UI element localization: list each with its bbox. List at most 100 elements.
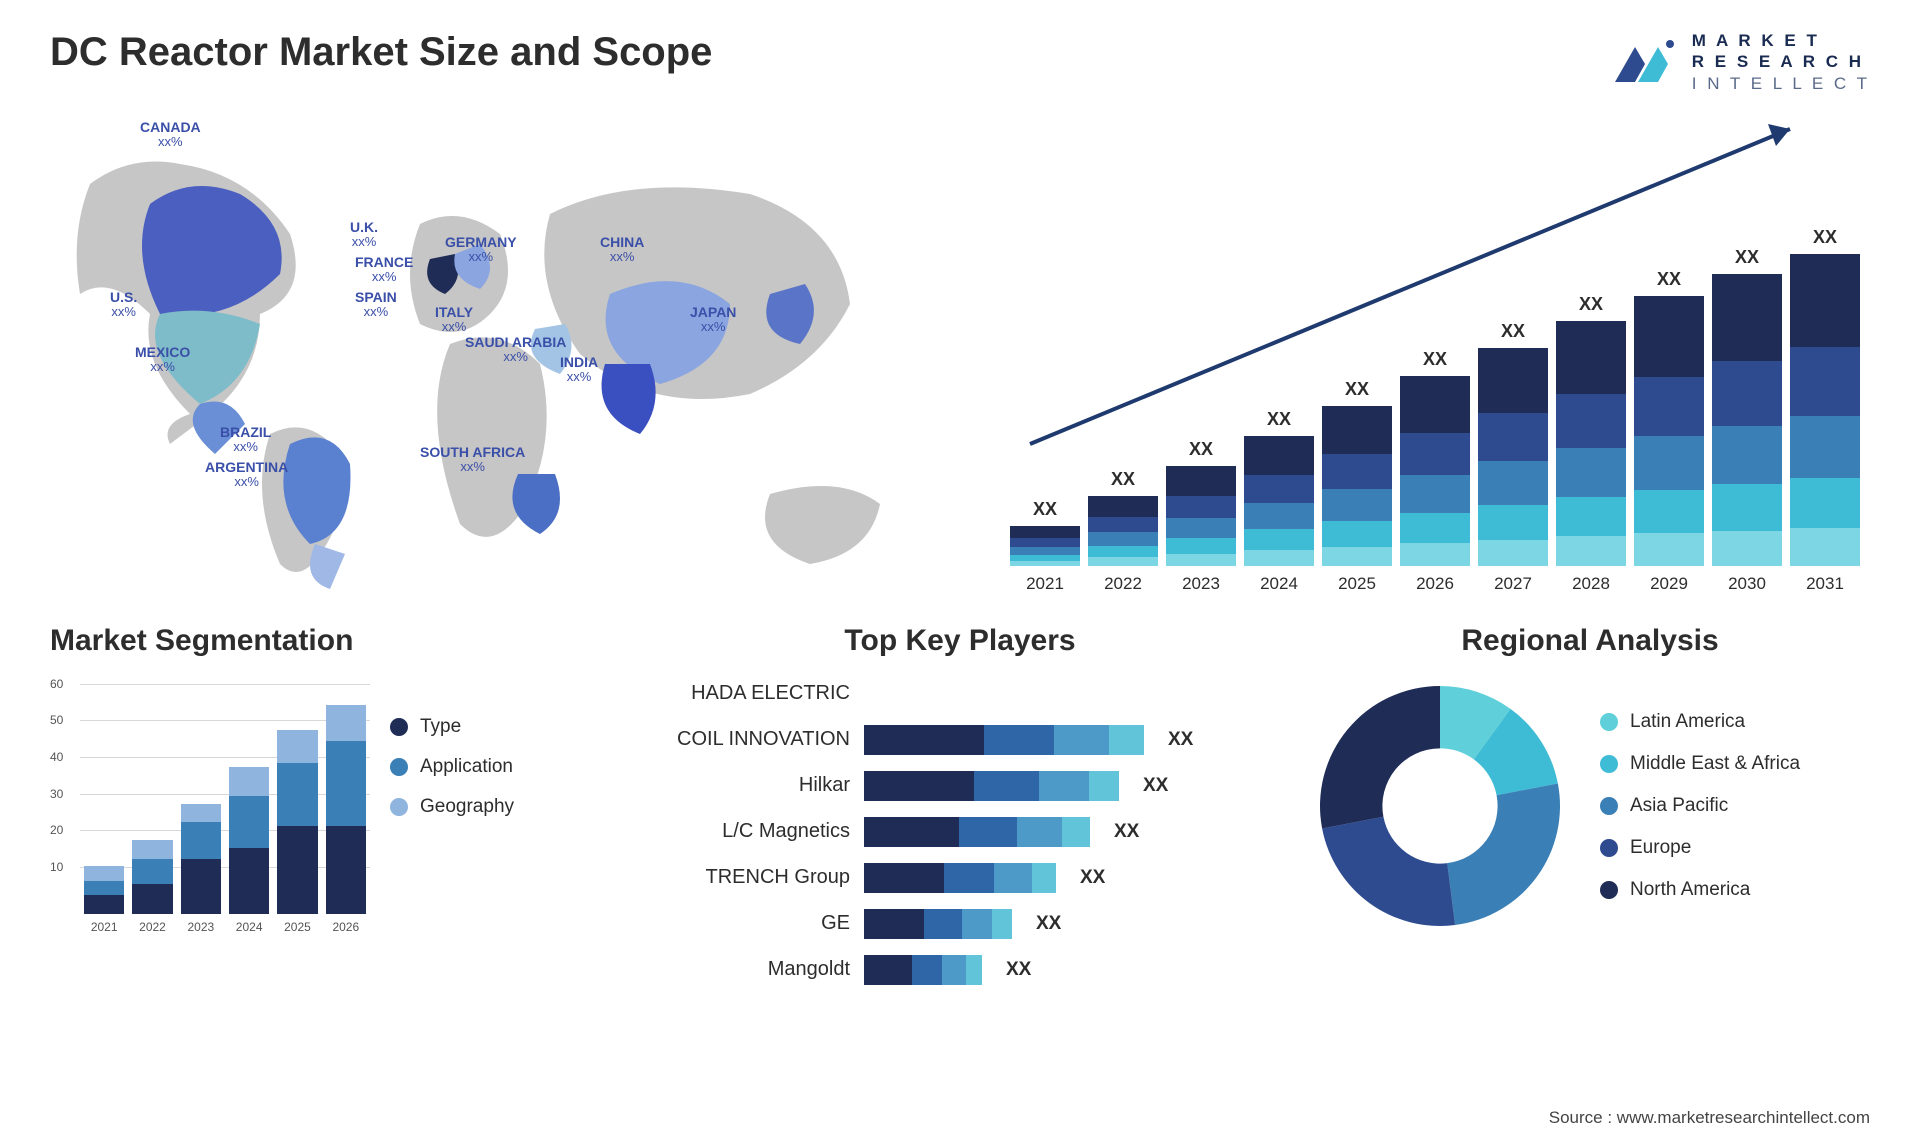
country-label: ARGENTINAxx% [205, 459, 288, 490]
region-legend-item: Asia Pacific [1600, 795, 1800, 817]
growth-bar: XX 2030 [1712, 247, 1782, 594]
seg-legend-item: Application [390, 756, 514, 778]
kp-name: COIL INNOVATION [650, 728, 850, 751]
region-legend-item: Middle East & Africa [1600, 753, 1800, 775]
keyplayers-title: Top Key Players [650, 624, 1270, 658]
page-title: DC Reactor Market Size and Scope [50, 30, 712, 75]
country-label: SAUDI ARABIAxx% [465, 334, 566, 365]
country-label: U.S.xx% [110, 289, 137, 320]
growth-year-label: 2024 [1260, 574, 1298, 594]
seg-bar: 2021 [84, 866, 124, 934]
country-label: CHINAxx% [600, 234, 644, 265]
seg-year-label: 2025 [284, 920, 311, 934]
country-label: JAPANxx% [690, 304, 736, 335]
growth-year-label: 2030 [1728, 574, 1766, 594]
country-label: CANADAxx% [140, 119, 201, 150]
kp-name: TRENCH Group [650, 866, 850, 889]
kp-name: Mangoldt [650, 958, 850, 981]
kp-row: TRENCH GroupXX [650, 860, 1270, 896]
kp-name: GE [650, 912, 850, 935]
growth-value-label: XX [1657, 269, 1681, 290]
kp-row: COIL INNOVATION XX [650, 722, 1270, 758]
keyplayers-chart: HADA ELECTRICCOIL INNOVATIONXXHilkarXXL/… [650, 676, 1270, 988]
growth-bar: XX 2024 [1244, 409, 1314, 594]
world-map: CANADAxx%U.S.xx%MEXICOxx%BRAZILxx%ARGENT… [50, 114, 940, 594]
country-label: ITALYxx% [435, 304, 473, 335]
growth-year-label: 2023 [1182, 574, 1220, 594]
growth-year-label: 2028 [1572, 574, 1610, 594]
country-label: SOUTH AFRICAxx% [420, 444, 525, 475]
kp-value: XX [1143, 775, 1168, 797]
kp-header: HADA ELECTRIC [650, 682, 850, 705]
kp-row: L/C Magnetics XX [650, 814, 1270, 850]
growth-chart: XX 2021 XX 2022 XX 2023 XX 2024 XX 2025 XX 2026 XX 20… [1000, 114, 1870, 594]
growth-value-label: XX [1813, 227, 1837, 248]
country-label: FRANCExx% [355, 254, 413, 285]
growth-bar: XX 2027 [1478, 321, 1548, 594]
country-label: GERMANYxx% [445, 234, 517, 265]
seg-bar: 2023 [181, 804, 221, 934]
country-label: INDIAxx% [560, 354, 598, 385]
seg-bar: 2025 [277, 730, 317, 933]
growth-bar: XX 2026 [1400, 349, 1470, 594]
donut-slice [1322, 817, 1455, 926]
seg-bar: 2026 [326, 705, 366, 934]
growth-value-label: XX [1423, 349, 1447, 370]
growth-year-label: 2022 [1104, 574, 1142, 594]
growth-value-label: XX [1267, 409, 1291, 430]
kp-value: XX [1036, 913, 1061, 935]
seg-ytick: 50 [50, 713, 63, 727]
seg-year-label: 2023 [187, 920, 214, 934]
seg-bar: 2022 [132, 840, 172, 933]
country-label: BRAZILxx% [220, 424, 271, 455]
kp-name: Hilkar [650, 774, 850, 797]
growth-year-label: 2029 [1650, 574, 1688, 594]
source-text: Source : www.marketresearchintellect.com [1549, 1108, 1870, 1128]
seg-ytick: 30 [50, 787, 63, 801]
growth-bar: XX 2025 [1322, 379, 1392, 594]
growth-bar: XX 2028 [1556, 294, 1626, 594]
region-legend-item: North America [1600, 879, 1800, 901]
seg-ytick: 10 [50, 860, 63, 874]
growth-value-label: XX [1033, 499, 1057, 520]
kp-value: XX [1168, 729, 1193, 751]
growth-year-label: 2031 [1806, 574, 1844, 594]
seg-bar: 2024 [229, 767, 269, 934]
logo-line3: I N T E L L E C T [1692, 73, 1870, 94]
seg-legend-item: Geography [390, 796, 514, 818]
segmentation-legend: TypeApplicationGeography [390, 676, 514, 956]
growth-bar: XX 2031 [1790, 227, 1860, 594]
kp-name: L/C Magnetics [650, 820, 850, 843]
growth-value-label: XX [1189, 439, 1213, 460]
seg-ytick: 40 [50, 750, 63, 764]
region-legend-item: Europe [1600, 837, 1800, 859]
regional-title: Regional Analysis [1310, 624, 1870, 658]
region-legend-item: Latin America [1600, 711, 1800, 733]
kp-value: XX [1006, 959, 1031, 981]
brand-logo: M A R K E T R E S E A R C H I N T E L L … [1610, 30, 1870, 94]
seg-year-label: 2026 [332, 920, 359, 934]
regional-legend: Latin America Middle East & Africa Asia Pa… [1600, 711, 1800, 901]
seg-year-label: 2024 [236, 920, 263, 934]
country-label: SPAINxx% [355, 289, 397, 320]
seg-year-label: 2022 [139, 920, 166, 934]
growth-year-label: 2025 [1338, 574, 1376, 594]
country-label: U.K.xx% [350, 219, 378, 250]
kp-value: XX [1114, 821, 1139, 843]
growth-value-label: XX [1501, 321, 1525, 342]
growth-value-label: XX [1345, 379, 1369, 400]
growth-year-label: 2021 [1026, 574, 1064, 594]
growth-value-label: XX [1579, 294, 1603, 315]
growth-year-label: 2027 [1494, 574, 1532, 594]
regional-donut [1310, 676, 1570, 936]
kp-row: Hilkar XX [650, 768, 1270, 804]
growth-year-label: 2026 [1416, 574, 1454, 594]
logo-line2: R E S E A R C H [1692, 51, 1870, 72]
growth-bar: XX 2021 [1010, 499, 1080, 594]
kp-row: Mangoldt XX [650, 952, 1270, 988]
donut-slice [1447, 783, 1560, 925]
seg-year-label: 2021 [91, 920, 118, 934]
growth-bar: XX 2029 [1634, 269, 1704, 594]
logo-chevron-icon [1610, 32, 1680, 92]
growth-value-label: XX [1735, 247, 1759, 268]
